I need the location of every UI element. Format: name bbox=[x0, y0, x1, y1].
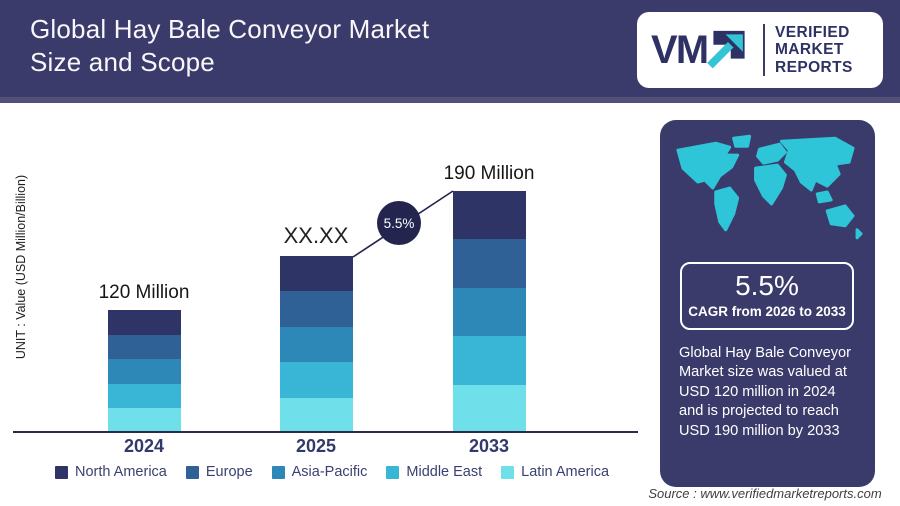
legend-item-latin-america: Latin America bbox=[501, 464, 609, 480]
cagr-caption: CAGR from 2026 to 2033 bbox=[688, 304, 846, 319]
bar-value-label-2025: XX.XX bbox=[283, 223, 349, 248]
growth-badge: 5.5% bbox=[377, 201, 421, 245]
vmr-mark-text: VM bbox=[651, 28, 707, 72]
bar-2024-segment-asia-pacific bbox=[108, 359, 181, 384]
bar-2025-segment-asia-pacific bbox=[280, 326, 353, 363]
legend-swatch-europe bbox=[185, 465, 199, 479]
source-attribution: Source : www.verifiedmarketreports.com bbox=[648, 486, 882, 501]
bar-2033-segment-north-america bbox=[453, 191, 526, 240]
legend-label-asia-pacific: Asia-Pacific bbox=[291, 464, 368, 480]
header-bottom-strip bbox=[0, 97, 900, 103]
page-title-line2: Size and Scope bbox=[30, 46, 215, 77]
bar-2033-segment-europe bbox=[453, 239, 526, 288]
legend-swatch-north-america bbox=[55, 465, 68, 479]
brand-text: VERIFIED MARKET REPORTS bbox=[775, 24, 853, 77]
legend-item-middle-east: Middle East bbox=[386, 464, 482, 480]
brand-line-1: VERIFIED bbox=[775, 23, 850, 41]
legend-label-north-america: North America bbox=[75, 464, 167, 480]
bar-2025-segment-middle-east bbox=[280, 362, 353, 398]
bar-2033-segment-asia-pacific bbox=[453, 287, 526, 337]
bar-2024-segment-middle-east bbox=[108, 383, 181, 409]
legend-label-middle-east: Middle East bbox=[406, 464, 483, 480]
bar-2033 bbox=[453, 191, 526, 434]
bar-2024 bbox=[108, 310, 181, 433]
page-title-line1: Global Hay Bale Conveyor Market bbox=[30, 14, 430, 44]
bar-2025-segment-north-america bbox=[280, 256, 353, 292]
vmr-logo-mark: VM bbox=[651, 28, 745, 72]
bar-value-label-2033: 190 Million bbox=[443, 163, 535, 184]
x-tick-2024: 2024 bbox=[123, 436, 165, 456]
bar-2033-segment-middle-east bbox=[453, 336, 526, 385]
bar-value-label-2024: 120 Million bbox=[98, 282, 190, 303]
market-summary-text: Global Hay Bale Conveyor Market size was… bbox=[679, 345, 851, 439]
cagr-value: 5.5% bbox=[735, 270, 799, 301]
arrow-shaft-icon bbox=[707, 42, 734, 69]
bar-2024-segment-europe bbox=[108, 334, 181, 360]
legend: North America Europe Asia-Pacific Middle… bbox=[55, 464, 609, 480]
logo-divider bbox=[763, 24, 765, 76]
bar-2024-segment-north-america bbox=[108, 310, 181, 335]
world-map-svg bbox=[676, 134, 863, 240]
legend-label-europe: Europe bbox=[205, 464, 253, 480]
page-title: Global Hay Bale Conveyor Market Size and… bbox=[30, 13, 429, 78]
y-axis-label: UNIT : Value (USD Million/Billion) bbox=[14, 174, 28, 360]
legend-swatch-asia-pacific bbox=[271, 465, 285, 479]
bar-2025 bbox=[280, 256, 353, 434]
legend-item-europe: Europe bbox=[185, 464, 253, 480]
bar-2025-segment-latin-america bbox=[280, 397, 353, 434]
header-bar: Global Hay Bale Conveyor Market Size and… bbox=[0, 0, 900, 97]
summary-sidebar: 5.5% CAGR from 2026 to 2033 Global Hay B… bbox=[660, 120, 875, 487]
legend-item-north-america: North America bbox=[55, 464, 167, 480]
bar-2025-segment-europe bbox=[280, 291, 353, 327]
brand-line-2: MARKET bbox=[775, 41, 844, 59]
brand-line-3: REPORTS bbox=[775, 58, 853, 76]
cagr-box: 5.5% CAGR from 2026 to 2033 bbox=[680, 262, 854, 330]
legend-swatch-middle-east bbox=[386, 465, 400, 479]
x-tick-2033: 2033 bbox=[468, 436, 510, 456]
legend-swatch-latin-america bbox=[501, 465, 515, 479]
x-axis-line bbox=[13, 431, 638, 433]
bar-2024-segment-latin-america bbox=[108, 408, 181, 433]
legend-label-latin-america: Latin America bbox=[521, 464, 610, 480]
vmr-logo: VM VERIFIED MARKET REPORTS bbox=[637, 12, 883, 88]
bar-2033-segment-latin-america bbox=[453, 384, 526, 434]
legend-item-asia-pacific: Asia-Pacific bbox=[271, 464, 368, 480]
x-tick-2025: 2025 bbox=[295, 436, 337, 456]
world-map-graphic bbox=[668, 128, 867, 252]
